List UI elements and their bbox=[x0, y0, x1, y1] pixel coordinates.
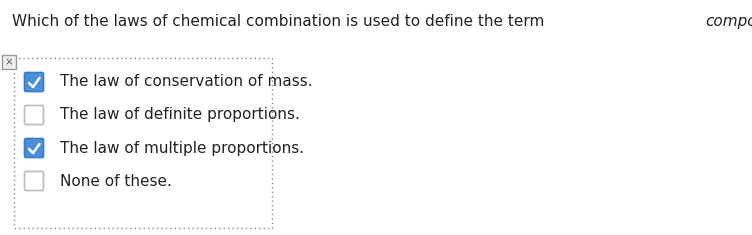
Bar bbox=[14, 58, 272, 228]
FancyBboxPatch shape bbox=[25, 172, 44, 191]
Text: The law of conservation of mass.: The law of conservation of mass. bbox=[60, 74, 313, 90]
Text: compound: compound bbox=[705, 14, 752, 29]
Text: The law of definite proportions.: The law of definite proportions. bbox=[60, 107, 300, 122]
FancyBboxPatch shape bbox=[25, 106, 44, 125]
FancyBboxPatch shape bbox=[2, 55, 16, 69]
Text: None of these.: None of these. bbox=[60, 173, 172, 188]
FancyBboxPatch shape bbox=[25, 138, 44, 157]
Text: ×: × bbox=[5, 57, 14, 67]
Text: Which of the laws of chemical combination is used to define the term: Which of the laws of chemical combinatio… bbox=[12, 14, 549, 29]
FancyBboxPatch shape bbox=[25, 73, 44, 91]
Text: The law of multiple proportions.: The law of multiple proportions. bbox=[60, 141, 304, 156]
